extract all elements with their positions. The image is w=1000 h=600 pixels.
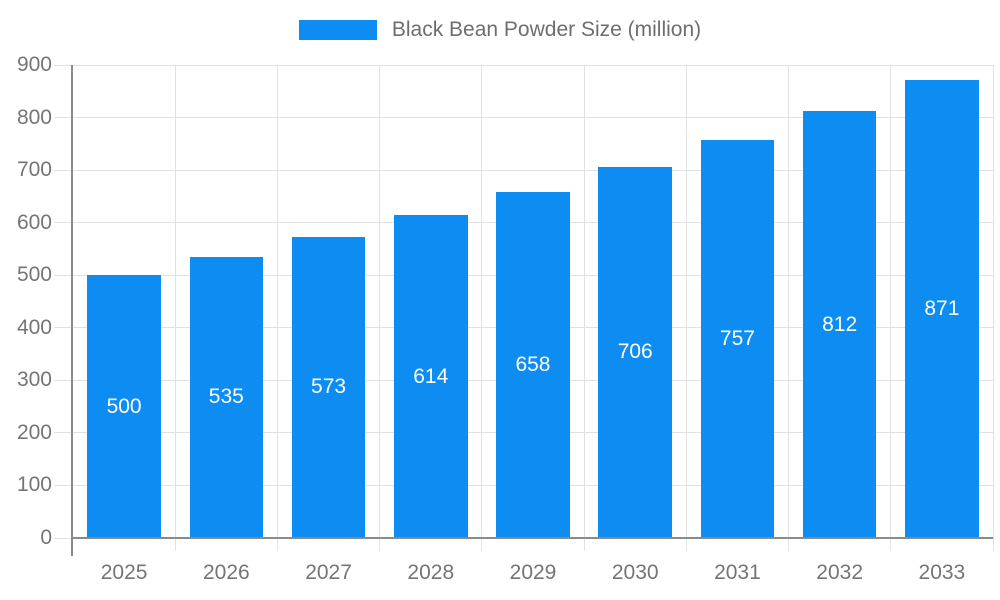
bar-value-label: 500 bbox=[106, 394, 142, 418]
y-axis-tick-label: 900 bbox=[16, 53, 52, 76]
y-axis-tick-label: 0 bbox=[40, 526, 52, 549]
x-axis-label: 2031 bbox=[714, 561, 761, 584]
bar-2025[interactable]: 500 bbox=[87, 275, 161, 538]
gridline-vertical bbox=[276, 65, 278, 551]
y-axis-line bbox=[71, 65, 73, 556]
bar-value-label: 658 bbox=[515, 353, 551, 377]
legend-item[interactable]: Black Bean Powder Size (million) bbox=[0, 18, 1000, 42]
bar-2031[interactable]: 757 bbox=[700, 140, 775, 538]
y-axis-tick-label: 400 bbox=[16, 315, 52, 339]
x-axis-label: 2026 bbox=[202, 561, 250, 584]
bar-2026[interactable]: 535 bbox=[189, 256, 264, 538]
gridline-horizontal bbox=[54, 169, 993, 171]
bar-value-label: 871 bbox=[924, 297, 960, 321]
bar-value-label: 706 bbox=[617, 340, 653, 364]
y-axis-tick-label: 200 bbox=[16, 420, 52, 444]
x-axis-label: 2033 bbox=[918, 561, 966, 584]
bar-value-label: 757 bbox=[719, 327, 755, 351]
gridline-vertical bbox=[788, 65, 790, 551]
gridline-vertical bbox=[174, 65, 176, 551]
gridline-vertical bbox=[379, 65, 381, 551]
gridline-vertical bbox=[992, 65, 994, 551]
bar-value-label: 573 bbox=[311, 375, 347, 399]
gridline-horizontal bbox=[54, 117, 993, 119]
bar-2033[interactable]: 871 bbox=[905, 80, 979, 538]
bar-2032[interactable]: 812 bbox=[802, 111, 877, 538]
bar-2028[interactable]: 614 bbox=[393, 215, 468, 538]
x-axis-label: 2032 bbox=[816, 561, 864, 584]
bar-2030[interactable]: 706 bbox=[598, 166, 673, 538]
gridline-vertical bbox=[685, 65, 687, 551]
legend-swatch bbox=[298, 20, 377, 40]
bar-2029[interactable]: 658 bbox=[496, 192, 570, 538]
bar-value-label: 535 bbox=[208, 385, 244, 409]
bar-value-label: 614 bbox=[413, 364, 449, 388]
bar-value-label: 812 bbox=[822, 312, 858, 336]
x-axis-label: 2025 bbox=[100, 561, 148, 584]
x-axis-label: 2030 bbox=[611, 561, 659, 584]
y-axis-tick-label: 700 bbox=[16, 158, 52, 182]
y-axis-tick-label: 300 bbox=[16, 368, 52, 392]
gridline-vertical bbox=[890, 65, 892, 551]
x-axis-line bbox=[73, 537, 993, 539]
y-axis-tick-label: 600 bbox=[16, 210, 52, 234]
legend-label: Black Bean Powder Size (million) bbox=[391, 18, 702, 41]
x-axis-label: 2027 bbox=[305, 561, 352, 584]
gridline-vertical bbox=[583, 65, 585, 551]
gridline-horizontal bbox=[54, 64, 993, 66]
y-axis-tick-label: 100 bbox=[16, 473, 52, 497]
y-axis-tick-label: 800 bbox=[16, 105, 52, 129]
x-axis-label: 2028 bbox=[407, 561, 455, 584]
y-axis-tick-label: 500 bbox=[16, 263, 52, 287]
plot-area: 0 100 200 300 400 500 600 700 800 900 500 2025 535 20… bbox=[17, 53, 994, 584]
gridline-vertical bbox=[481, 65, 483, 551]
bar-2027[interactable]: 573 bbox=[291, 236, 366, 538]
x-axis-label: 2029 bbox=[509, 561, 557, 584]
